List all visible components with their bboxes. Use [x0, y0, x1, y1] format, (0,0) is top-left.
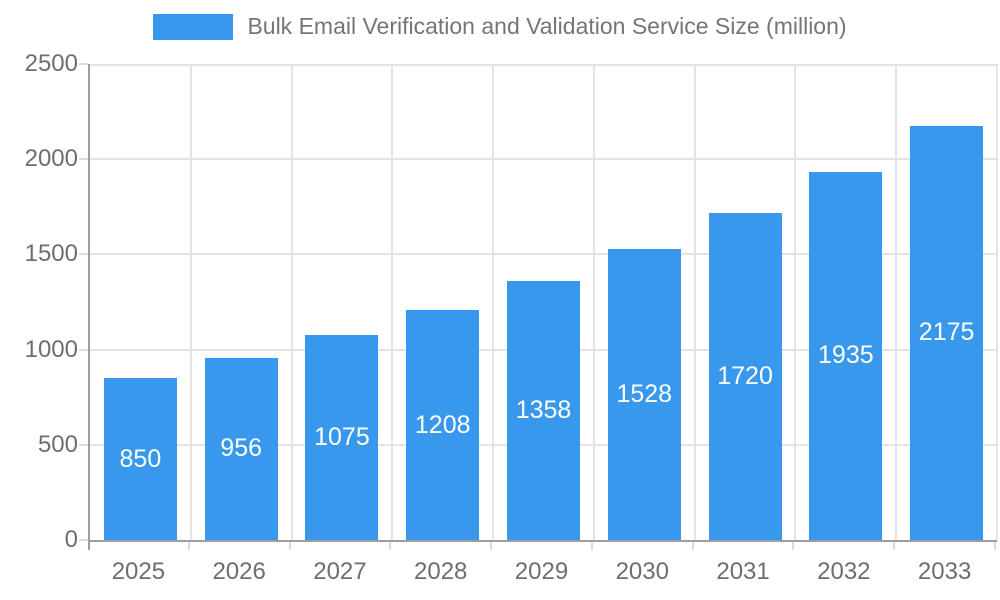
x-tick-label: 2030 [615, 558, 669, 585]
chart-legend[interactable]: Bulk Email Verification and Validation S… [0, 13, 1000, 40]
y-tick-mark [79, 253, 88, 256]
y-tick-label: 2000 [24, 145, 78, 173]
bar[interactable]: 1935 [809, 171, 883, 540]
x-tick-mark [893, 542, 896, 550]
bar[interactable]: 1358 [507, 281, 580, 540]
h-gridline [90, 253, 997, 256]
y-tick-label: 0 [64, 526, 78, 553]
bar[interactable]: 1208 [406, 310, 480, 540]
x-tick-label: 2031 [716, 558, 770, 585]
bar-value-label: 1720 [717, 361, 773, 390]
x-tick-label: 2033 [917, 558, 972, 585]
bar-value-label: 1208 [414, 410, 471, 439]
y-tick-label: 500 [37, 430, 78, 458]
bar-value-label: 1075 [314, 423, 370, 452]
v-gridline [794, 64, 797, 540]
y-tick-label: 2500 [24, 50, 78, 77]
y-tick-mark [79, 63, 88, 65]
x-tick-mark [590, 542, 593, 550]
x-tick-label: 2025 [111, 558, 166, 585]
x-tick-mark [389, 542, 392, 550]
v-gridline [592, 64, 595, 540]
plot-area: 850 956 1075 1208 1358 1528 1720 1935 2175 [88, 64, 998, 542]
bar-value-label: 1528 [616, 380, 673, 409]
v-gridline [391, 64, 394, 540]
bar[interactable]: 1528 [607, 249, 681, 540]
x-tick-label: 2028 [414, 558, 468, 585]
h-gridline [90, 64, 997, 66]
y-tick-mark [79, 539, 88, 541]
h-gridline [90, 158, 997, 161]
v-gridline [693, 64, 696, 540]
y-tick-label: 1500 [24, 240, 78, 268]
y-tick-mark [79, 443, 88, 446]
x-tick-label: 2027 [313, 558, 367, 585]
bar[interactable]: 1720 [708, 212, 782, 540]
bar[interactable]: 2175 [910, 125, 984, 540]
bar[interactable]: 1075 [305, 335, 379, 540]
bar-value-label: 850 [119, 444, 162, 473]
x-tick-mark [187, 542, 190, 550]
v-gridline [895, 64, 898, 540]
legend-label: Bulk Email Verification and Validation S… [247, 13, 847, 39]
v-gridline [996, 64, 998, 540]
bar[interactable]: 956 [204, 357, 278, 540]
y-tick-mark [79, 348, 88, 351]
x-tick-label: 2029 [514, 558, 569, 585]
bar-value-label: 1358 [515, 396, 572, 425]
v-gridline [492, 64, 495, 540]
v-gridline [189, 64, 192, 540]
y-tick-label: 1000 [24, 335, 78, 363]
y-axis-tick-extension [88, 542, 90, 550]
x-tick-mark [691, 542, 694, 550]
x-tick-mark [792, 542, 795, 550]
bar-value-label: 1935 [818, 341, 874, 370]
bar[interactable]: 850 [103, 378, 177, 540]
y-tick-mark [79, 158, 88, 161]
x-tick-mark [288, 542, 291, 550]
legend-swatch-icon [153, 13, 234, 40]
x-tick-mark [490, 542, 493, 550]
x-tick-mark [994, 542, 996, 550]
bar-value-label: 956 [220, 434, 263, 463]
x-tick-label: 2026 [212, 558, 266, 585]
v-gridline [290, 64, 293, 540]
bar-value-label: 2175 [918, 318, 975, 347]
x-tick-label: 2032 [817, 558, 871, 585]
